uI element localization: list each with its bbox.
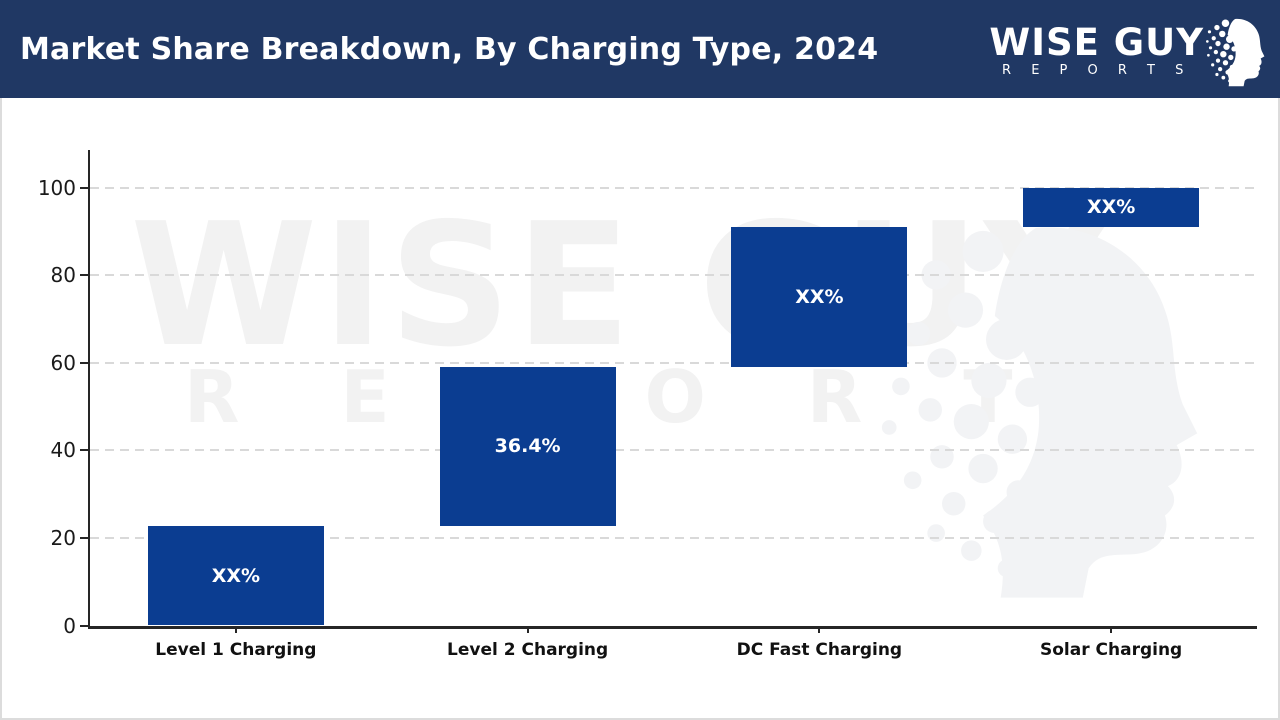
page-title: Market Share Breakdown, By Charging Type…	[20, 31, 879, 67]
x-tick-label-solar-charging: Solar Charging	[1040, 640, 1183, 660]
x-tick-label-level-2-charging: Level 2 Charging	[447, 640, 609, 660]
plot: 0 20 40 60 80 100 Level 1 Charging Level 2 Char…	[2, 98, 1278, 718]
y-tick-0	[80, 624, 88, 627]
y-tick-label-60: 60	[50, 350, 76, 375]
y-tick-label-80: 80	[50, 263, 76, 288]
logo-head-icon	[1202, 15, 1266, 87]
gridline-80	[90, 274, 1257, 277]
x-tick-level-1-charging	[234, 625, 237, 633]
y-tick-20	[80, 536, 88, 539]
x-axis-line	[88, 625, 1257, 629]
y-tick-label-0: 0	[63, 613, 76, 638]
gridline-20	[90, 536, 1257, 539]
x-tick-label-dc-fast-charging: DC Fast Charging	[736, 640, 903, 660]
bar-level-1-charging	[147, 526, 324, 626]
gridline-60	[90, 361, 1257, 364]
y-axis-line	[88, 150, 90, 629]
gridline-40	[90, 449, 1257, 452]
y-tick-label-20: 20	[50, 525, 76, 550]
x-tick-level-2-charging	[526, 625, 529, 633]
bar-label-dc-fast-charging: XX%	[795, 286, 844, 308]
logo-subtitle: R E P O R T S	[1002, 63, 1192, 79]
x-tick-dc-fast-charging	[818, 625, 821, 633]
bar-label-level-2-charging: 36.4%	[494, 435, 561, 458]
y-tick-label-40: 40	[50, 438, 76, 463]
bar-solar-charging	[1023, 187, 1200, 228]
bar-label-solar-charging: XX%	[1086, 196, 1136, 219]
y-tick-label-100: 100	[37, 175, 76, 200]
y-tick-100	[80, 186, 88, 189]
bar-level-2-charging	[439, 366, 616, 527]
wiseguy-logo: WISE GUY R E P O R T S	[989, 15, 1266, 87]
report-header: Market Share Breakdown, By Charging Type…	[0, 0, 1280, 98]
gridline-100	[90, 186, 1257, 189]
y-tick-80	[80, 274, 88, 277]
logo-wordmark: WISE GUY	[989, 20, 1204, 64]
y-tick-60	[80, 361, 88, 364]
bar-label-level-1-charging: XX%	[211, 564, 261, 587]
logo-text: WISE GUY R E P O R T S	[989, 20, 1204, 79]
x-tick-label-level-1-charging: Level 1 Charging	[155, 640, 317, 660]
chart-area: WISE GUY R E P O R T S 0 20 40 60 80 100 Level…	[0, 98, 1280, 720]
bar-dc-fast-charging	[731, 227, 908, 367]
y-tick-40	[80, 449, 88, 452]
x-tick-solar-charging	[1110, 625, 1113, 633]
watermark: WISE GUY R E P O R T S	[2, 98, 1278, 718]
